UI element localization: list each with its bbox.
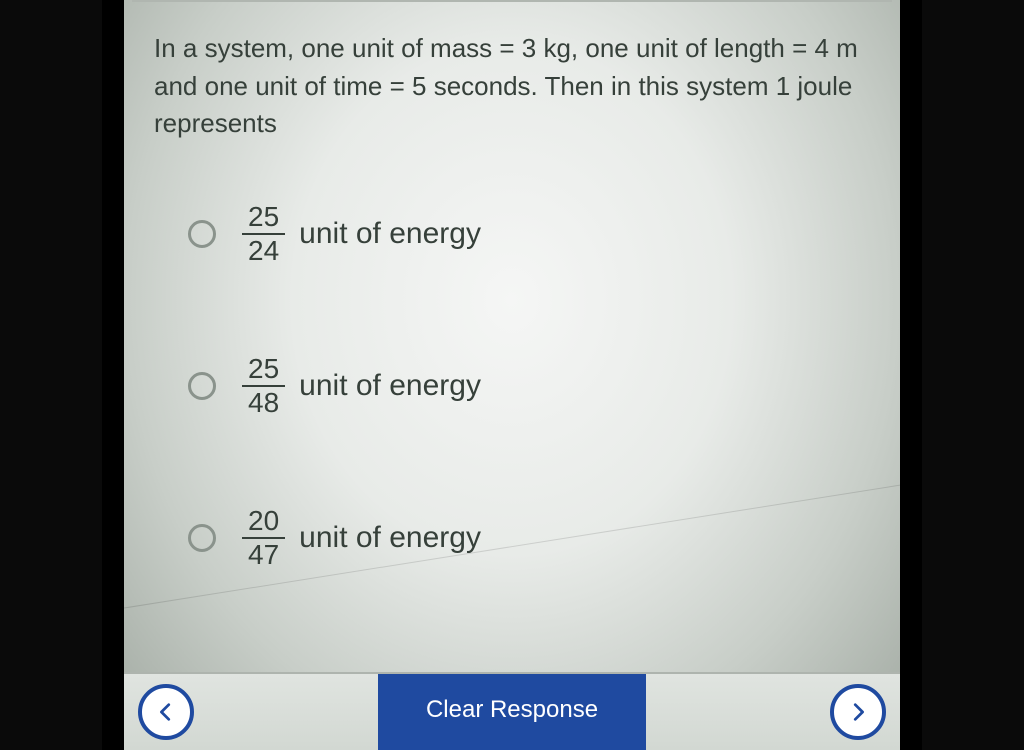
radio-unchecked-icon[interactable]: [188, 524, 216, 552]
fraction-denominator: 48: [248, 387, 279, 417]
chevron-right-icon: [847, 701, 869, 723]
option-row[interactable]: 25 24 unit of energy: [188, 203, 870, 265]
option-label: 25 24 unit of energy: [242, 203, 481, 265]
fraction-numerator: 25: [242, 355, 285, 387]
option-row[interactable]: 25 48 unit of energy: [188, 355, 870, 417]
clear-response-button[interactable]: Clear Response: [378, 674, 646, 750]
option-suffix: unit of energy: [299, 521, 481, 555]
fraction-denominator: 47: [248, 539, 279, 569]
option-suffix: unit of energy: [299, 369, 481, 403]
fraction-numerator: 20: [242, 507, 285, 539]
question-card: In a system, one unit of mass = 3 kg, on…: [132, 0, 892, 669]
fraction: 25 24: [242, 203, 285, 265]
option-suffix: unit of energy: [299, 217, 481, 251]
fraction: 20 47: [242, 507, 285, 569]
fraction-numerator: 25: [242, 203, 285, 235]
option-label: 20 47 unit of energy: [242, 507, 481, 569]
bottom-toolbar: Clear Response: [124, 672, 900, 750]
option-row[interactable]: 20 47 unit of energy: [188, 507, 870, 569]
options-list: 25 24 unit of energy 25 48 unit of energ…: [154, 203, 870, 569]
radio-unchecked-icon[interactable]: [188, 372, 216, 400]
fraction-denominator: 24: [248, 235, 279, 265]
radio-unchecked-icon[interactable]: [188, 220, 216, 248]
chevron-left-icon: [155, 701, 177, 723]
next-button[interactable]: [830, 684, 886, 740]
question-text: In a system, one unit of mass = 3 kg, on…: [154, 30, 870, 143]
option-label: 25 48 unit of energy: [242, 355, 481, 417]
quiz-screen: In a system, one unit of mass = 3 kg, on…: [102, 0, 922, 750]
fraction: 25 48: [242, 355, 285, 417]
prev-button[interactable]: [138, 684, 194, 740]
